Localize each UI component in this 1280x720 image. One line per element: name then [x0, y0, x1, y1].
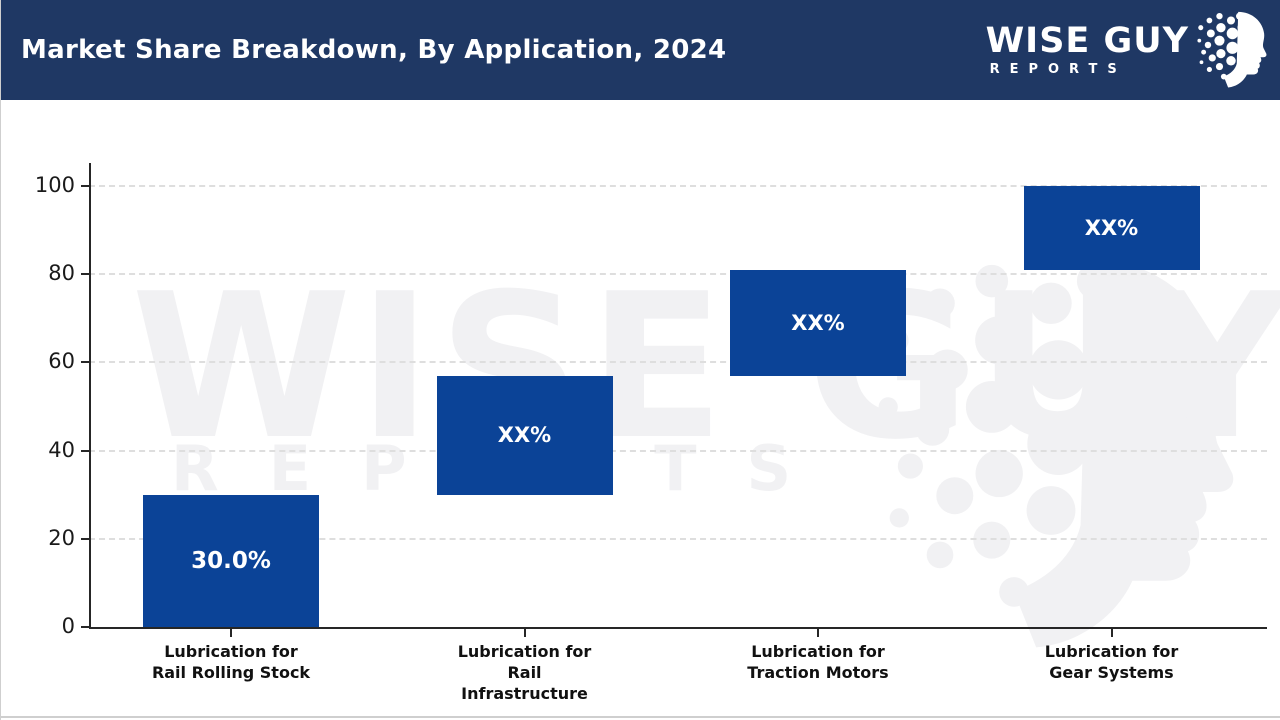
y-axis-tick-label: 20: [48, 525, 75, 550]
wiseguy-logo-text: WISE GUY REPORTS: [985, 21, 1189, 77]
wiseguy-logo: WISE GUY REPORTS: [986, 0, 1267, 100]
x-axis-tick: [523, 629, 526, 637]
category-label-line: Rail Rolling Stock: [151, 663, 311, 682]
y-axis-tick-label: 80: [48, 261, 75, 286]
category-label-line: Gear Systems: [1049, 663, 1174, 682]
x-axis-category-label: Lubrication for Gear Systems: [972, 641, 1252, 683]
category-label-line: Lubrication for: [1044, 642, 1179, 661]
category-label-line: Rail: [507, 663, 542, 682]
header-bar: Market Share Breakdown, By Application, …: [1, 0, 1280, 100]
y-axis-tick: [81, 449, 89, 452]
bar-value-label: XX%: [1084, 215, 1139, 240]
y-axis-tick: [81, 361, 89, 364]
y-axis-tick: [81, 626, 89, 628]
y-axis-tick: [81, 537, 89, 540]
category-label-line: Lubrication for: [457, 642, 592, 661]
x-axis-category-label: Lubrication for Traction Motors: [678, 641, 958, 683]
y-axis-tick: [81, 273, 89, 276]
gridline: [89, 537, 1267, 540]
y-axis-line: [89, 163, 91, 629]
category-label-line: Infrastructure: [461, 684, 588, 703]
y-axis-tick: [81, 185, 89, 187]
y-axis-tick-label: 60: [48, 349, 75, 374]
bar-segment: 30.0%: [143, 494, 319, 627]
y-axis-tick-label: 40: [48, 437, 75, 462]
gridline: [89, 185, 1267, 187]
x-axis-tick: [230, 629, 232, 637]
logo-wordmark: WISE GUY: [985, 21, 1189, 61]
y-axis-tick-label: 0: [61, 614, 75, 638]
y-axis-tick-label: 100: [34, 173, 75, 197]
logo-subtitle: REPORTS: [989, 62, 1127, 77]
watermark-face-icon: [878, 258, 1234, 648]
x-axis-tick: [817, 629, 819, 637]
bar-segment: XX%: [436, 375, 613, 495]
x-axis-tick: [1110, 629, 1113, 637]
category-label-line: Lubrication for: [164, 642, 298, 661]
x-axis-category-label: Lubrication for Rail Rolling Stock: [91, 641, 371, 683]
category-label-line: Lubrication for: [751, 642, 885, 661]
bar-value-label: 30.0%: [191, 547, 271, 574]
gridline: [89, 361, 1267, 364]
bar-segment: XX%: [730, 269, 906, 376]
page-title: Market Share Breakdown, By Application, …: [21, 35, 727, 65]
gridline: [89, 273, 1267, 276]
chart-area: WISE GUY REPORTS 02040608010030.0%Lubric…: [1, 100, 1280, 716]
bar-value-label: XX%: [497, 423, 552, 448]
bottom-divider: [1, 716, 1280, 720]
x-axis-category-label: Lubrication for Rail Infrastructure: [385, 641, 665, 704]
bar-value-label: XX%: [791, 310, 845, 335]
wiseguy-face-icon: [1197, 11, 1267, 88]
bar-segment: XX%: [1023, 186, 1200, 270]
gridline: [89, 449, 1267, 452]
x-axis-line: [89, 627, 1267, 629]
category-label-line: Traction Motors: [747, 663, 889, 682]
